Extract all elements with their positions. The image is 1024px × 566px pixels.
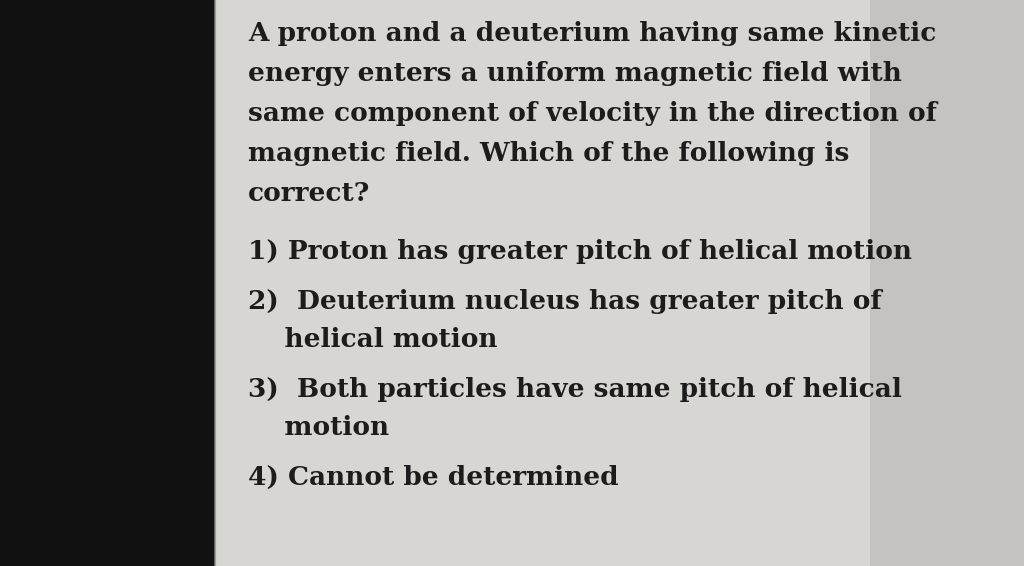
Text: helical motion: helical motion xyxy=(248,327,498,352)
Text: correct?: correct? xyxy=(248,181,371,206)
Text: 4) Cannot be determined: 4) Cannot be determined xyxy=(248,465,618,490)
Text: energy enters a uniform magnetic field with: energy enters a uniform magnetic field w… xyxy=(248,61,902,86)
Text: motion: motion xyxy=(248,415,389,440)
Text: same component of velocity in the direction of: same component of velocity in the direct… xyxy=(248,101,937,126)
Bar xyxy=(0,0,215,566)
Text: 3)  Both particles have same pitch of helical: 3) Both particles have same pitch of hel… xyxy=(248,377,902,402)
Bar xyxy=(870,0,1024,566)
Bar xyxy=(215,0,1024,566)
Text: magnetic field. Which of the following is: magnetic field. Which of the following i… xyxy=(248,141,849,166)
Text: A proton and a deuterium having same kinetic: A proton and a deuterium having same kin… xyxy=(248,21,936,46)
Text: 1) Proton has greater pitch of helical motion: 1) Proton has greater pitch of helical m… xyxy=(248,239,912,264)
Text: 2)  Deuterium nucleus has greater pitch of: 2) Deuterium nucleus has greater pitch o… xyxy=(248,289,882,314)
